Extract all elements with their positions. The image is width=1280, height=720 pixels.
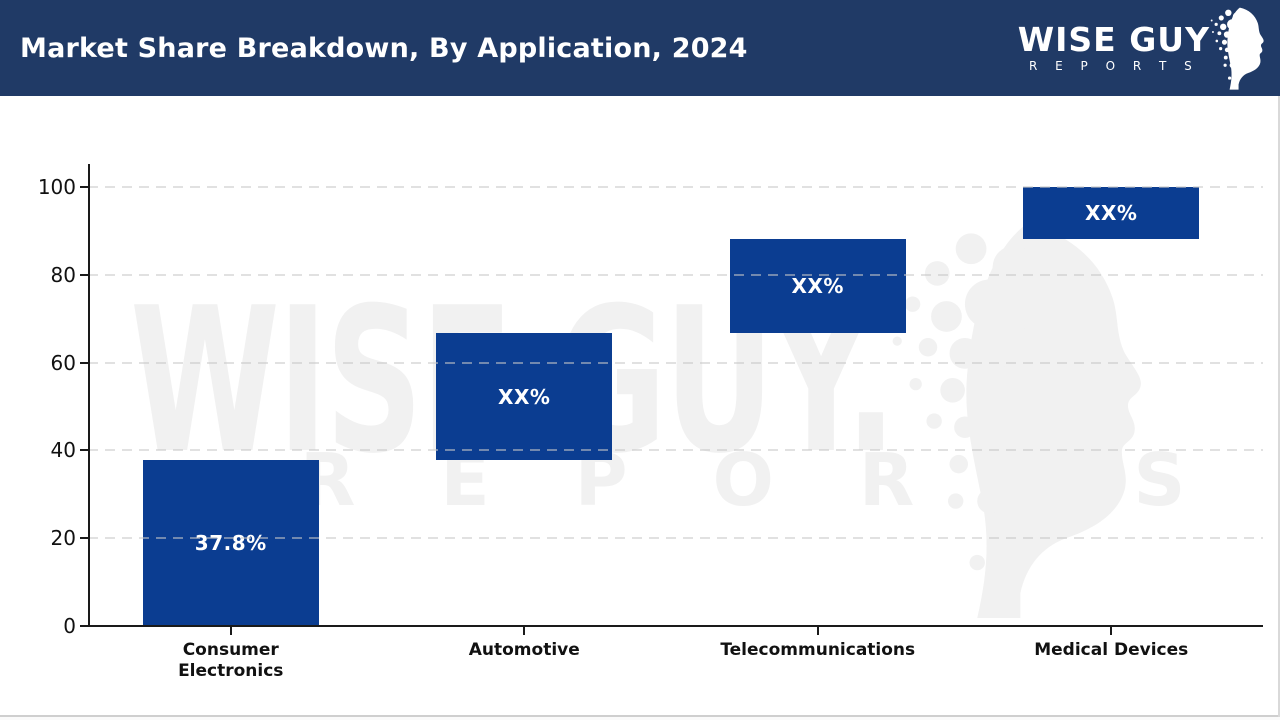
x-axis-category-label: Medical Devices (1034, 640, 1189, 660)
x-axis-spine (88, 625, 1263, 627)
gridline-80 (88, 273, 1263, 276)
dotted-head-profile-icon (1210, 7, 1264, 90)
x-axis-tick-mark (229, 627, 232, 635)
bar-segment-3: XX% (729, 238, 906, 334)
bar-value-label: 37.8% (194, 531, 267, 556)
x-axis-category-label: Automotive (468, 640, 580, 660)
x-axis-tick-mark (816, 627, 819, 635)
y-axis-tick-mark (80, 537, 88, 540)
bottom-frame-pad (0, 717, 1280, 720)
gridline-100 (88, 186, 1263, 188)
gridline-20 (88, 537, 1263, 540)
x-axis-tick-mark (1110, 627, 1113, 635)
bar-segment-2: XX% (436, 333, 613, 461)
bar-value-label: XX% (498, 384, 551, 409)
bar-segment-1: 37.8% (142, 460, 319, 626)
logo-wordmark: WISE GUY (1017, 20, 1210, 59)
page-title: Market Share Breakdown, By Application, … (20, 32, 748, 64)
y-axis-tick-label: 60 (50, 350, 76, 375)
bar-value-label: XX% (791, 273, 844, 298)
wise-guy-reports-logo: WISE GUY R E P O R T S (1018, 5, 1280, 91)
watermark-dotted-head-icon (886, 224, 1141, 618)
right-frame-line (1278, 96, 1280, 717)
logo-text: WISE GUY R E P O R T S (1018, 23, 1210, 73)
y-axis-tick-label: 100 (37, 175, 76, 199)
logo-subtitle: R E P O R T S (1028, 59, 1199, 73)
y-axis-tick-mark (80, 186, 88, 188)
x-axis-category-label: Telecommunications (720, 640, 916, 660)
y-axis-tick-mark (80, 449, 88, 452)
y-axis-tick-label: 0 (63, 614, 76, 638)
y-axis-tick-mark (80, 625, 88, 627)
gridline-40 (88, 449, 1263, 452)
header-bar: Market Share Breakdown, By Application, … (0, 0, 1280, 96)
bottom-frame-line (0, 715, 1280, 717)
bar-segment-4: XX% (1023, 187, 1200, 239)
y-axis-tick-mark (80, 361, 88, 364)
bar-value-label: XX% (1085, 200, 1138, 225)
y-axis-tick-mark (80, 273, 88, 276)
x-axis-category-label: Consumer Electronics (178, 640, 284, 681)
y-axis-tick-label: 80 (50, 262, 76, 287)
y-axis-tick-label: 40 (50, 438, 76, 463)
y-axis-spine (88, 164, 90, 627)
x-axis-tick-mark (523, 627, 526, 635)
gridline-60 (88, 361, 1263, 364)
y-axis-tick-label: 20 (50, 526, 76, 551)
